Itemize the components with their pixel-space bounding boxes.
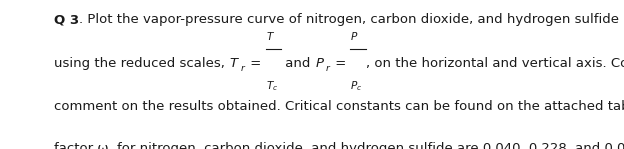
Text: =: = xyxy=(246,57,266,70)
Text: factor ω  for nitrogen, carbon dioxide, and hydrogen sulfide are 0.040, 0.228, a: factor ω for nitrogen, carbon dioxide, a… xyxy=(54,142,624,149)
Text: $\mathit{P}_c$: $\mathit{P}_c$ xyxy=(351,79,363,93)
Text: . Plot the vapor-pressure curve of nitrogen, carbon dioxide, and hydrogen sulfid: . Plot the vapor-pressure curve of nitro… xyxy=(79,13,624,26)
Text: , on the horizontal and vertical axis. Compare and: , on the horizontal and vertical axis. C… xyxy=(366,57,624,70)
Text: $\mathit{P}$: $\mathit{P}$ xyxy=(351,30,359,42)
Text: $\mathit{T}$: $\mathit{T}$ xyxy=(266,30,275,42)
Text: and: and xyxy=(281,57,314,70)
Text: =: = xyxy=(331,57,351,70)
Text: comment on the results obtained. Critical constants can be found on the attached: comment on the results obtained. Critica… xyxy=(54,100,624,113)
Text: $\mathit{T}$: $\mathit{T}$ xyxy=(229,57,240,70)
Text: $\mathit{P}$: $\mathit{P}$ xyxy=(314,57,324,70)
Text: $\mathit{r}$: $\mathit{r}$ xyxy=(324,63,331,73)
Text: using the reduced scales,: using the reduced scales, xyxy=(54,57,229,70)
Text: $\mathit{r}$: $\mathit{r}$ xyxy=(240,63,246,73)
Text: $\mathit{T}_c$: $\mathit{T}_c$ xyxy=(266,79,278,93)
Text: Q 3: Q 3 xyxy=(54,13,79,26)
